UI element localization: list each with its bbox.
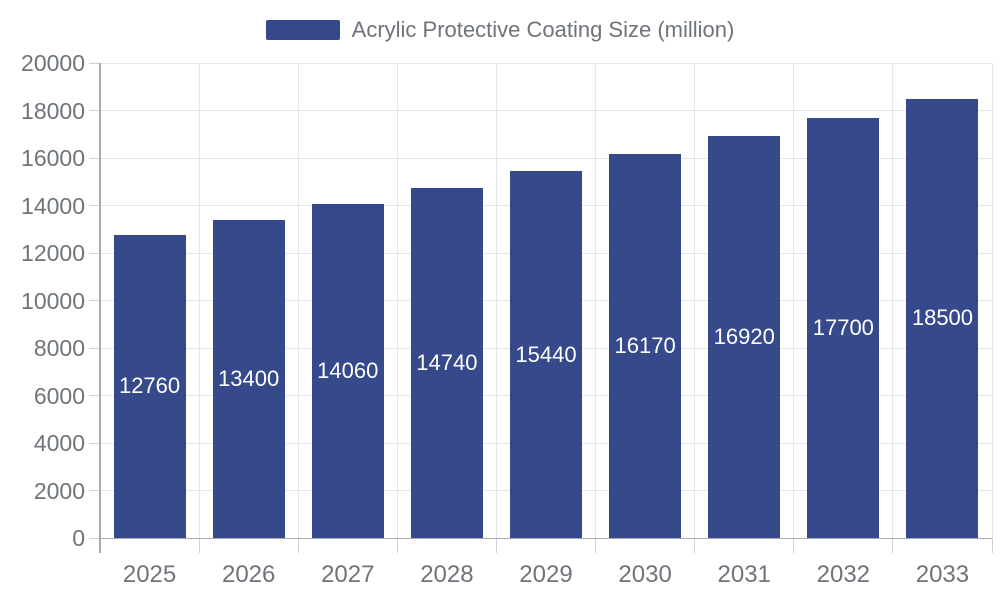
y-gridline — [100, 157, 992, 159]
y-tick — [89, 157, 100, 159]
x-axis-label: 2030 — [618, 561, 672, 588]
category-gridline — [892, 63, 894, 538]
category-gridline — [793, 63, 795, 538]
bar[interactable] — [212, 219, 285, 538]
y-axis-label: 18000 — [21, 97, 85, 124]
category-gridline — [694, 63, 696, 538]
bar[interactable] — [807, 117, 880, 538]
bar-value-label: 18500 — [911, 305, 974, 331]
y-axis-label: 12000 — [21, 240, 85, 266]
x-tick — [892, 538, 894, 553]
bar-value-label: 17700 — [812, 314, 874, 340]
y-tick — [89, 205, 100, 206]
x-axis-label: 2031 — [717, 561, 771, 588]
x-tick — [991, 538, 993, 553]
y-tick — [89, 252, 100, 254]
y-tick — [89, 62, 100, 64]
y-tick — [89, 395, 100, 396]
x-tick — [297, 538, 299, 553]
x-axis-label: 2025 — [122, 561, 177, 588]
x-tick — [396, 538, 398, 553]
legend-swatch — [265, 20, 340, 41]
bar[interactable] — [708, 136, 781, 538]
bar-value-label: 15440 — [515, 341, 577, 367]
x-axis-label: 2032 — [816, 561, 871, 588]
bar[interactable] — [510, 171, 582, 538]
y-axis-label: 4000 — [33, 430, 85, 456]
x-axis-label: 2028 — [420, 561, 474, 588]
x-tick — [694, 538, 696, 553]
bar[interactable] — [609, 153, 682, 538]
y-axis-label: 2000 — [33, 477, 85, 504]
bar[interactable] — [113, 234, 186, 538]
y-axis-label: 0 — [72, 525, 85, 551]
y-tick — [89, 347, 100, 349]
x-axis-label: 2027 — [321, 561, 375, 588]
bar-value-label: 16170 — [614, 332, 676, 358]
bar-value-label: 16920 — [713, 324, 775, 350]
x-axis-label: 2029 — [519, 561, 573, 588]
y-tick — [89, 537, 100, 539]
bar[interactable] — [311, 204, 384, 538]
bar[interactable] — [906, 98, 979, 538]
legend[interactable]: Acrylic Protective Coating Size (million… — [0, 17, 1000, 43]
bar-value-label: 12760 — [118, 373, 181, 399]
x-tick — [793, 538, 795, 553]
y-axis-label: 8000 — [33, 335, 85, 361]
bar-value-label: 13400 — [218, 365, 280, 391]
bar[interactable] — [410, 187, 483, 538]
category-gridline — [396, 63, 398, 538]
y-tick — [89, 300, 100, 301]
x-axis-label: 2026 — [221, 561, 276, 588]
y-gridline — [100, 62, 992, 64]
y-axis-label: 20000 — [21, 50, 85, 76]
category-gridline — [198, 63, 200, 538]
y-tick — [89, 110, 100, 111]
y-axis-label: 14000 — [21, 192, 85, 219]
x-tick — [198, 538, 200, 553]
y-axis-label: 16000 — [21, 145, 85, 171]
x-tick — [595, 538, 597, 553]
category-gridline — [297, 63, 299, 538]
y-axis-label: 6000 — [33, 382, 85, 409]
x-tick — [495, 538, 497, 553]
y-tick — [89, 442, 100, 444]
y-axis-label: 10000 — [21, 287, 85, 314]
legend-label: Acrylic Protective Coating Size (million… — [351, 17, 735, 42]
x-axis-line — [100, 537, 992, 539]
y-tick — [89, 490, 100, 491]
category-gridline — [495, 63, 497, 538]
bar-value-label: 14740 — [416, 349, 478, 375]
x-axis-label: 2033 — [915, 561, 970, 588]
y-axis-line — [99, 63, 101, 553]
category-gridline — [991, 63, 993, 538]
y-gridline — [100, 110, 992, 111]
category-gridline — [595, 63, 597, 538]
bar-value-label: 14060 — [317, 358, 379, 384]
